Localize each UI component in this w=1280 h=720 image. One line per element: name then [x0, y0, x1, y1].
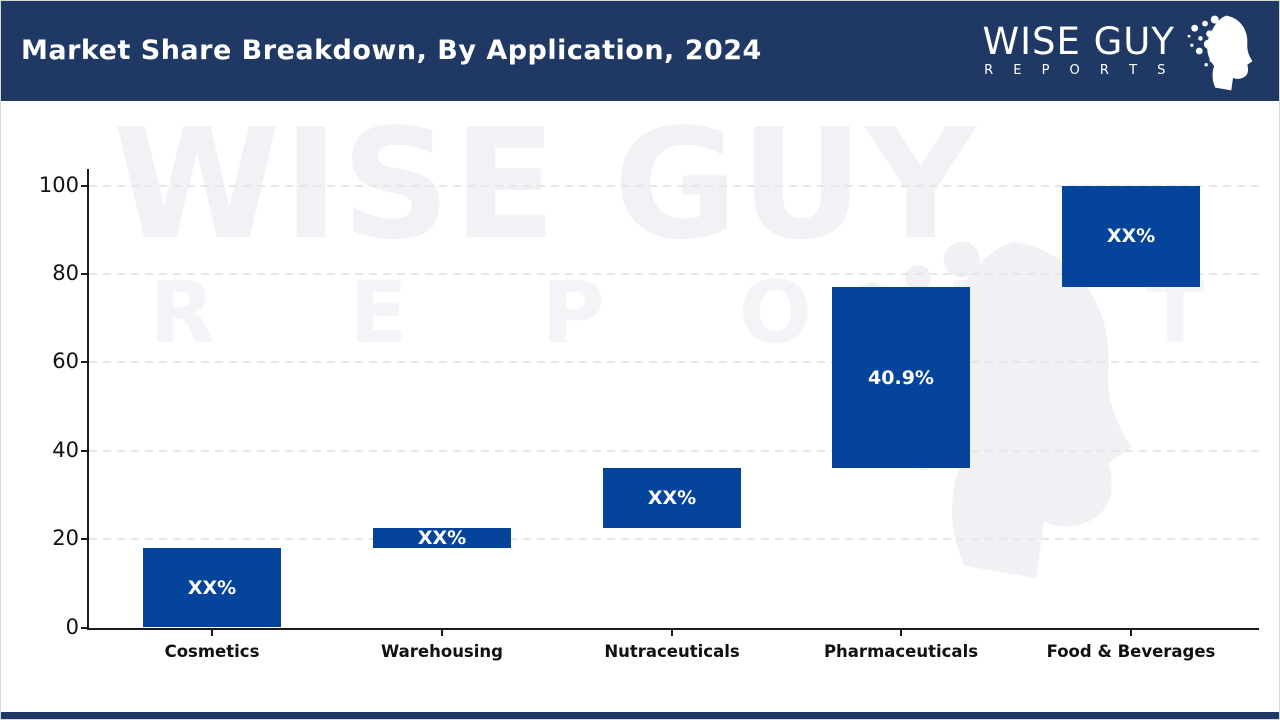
x-tick-mark	[1130, 629, 1132, 636]
x-tick-mark	[441, 629, 443, 636]
y-tick-label: 60	[52, 349, 79, 374]
bar-value-label: XX%	[187, 576, 237, 599]
y-tick-mark	[81, 272, 87, 275]
y-tick-mark	[81, 184, 87, 187]
logo-wordmark: WISE GUY	[982, 20, 1175, 63]
x-axis-line	[87, 627, 1259, 630]
y-tick-mark	[81, 626, 87, 629]
bar-value-label: XX%	[647, 487, 697, 510]
gridline	[89, 272, 1259, 275]
x-tick-mark	[211, 629, 213, 636]
y-tick-label: 80	[52, 260, 79, 285]
logo-subtitle: R E P O R T S	[984, 63, 1174, 78]
footer-bar	[1, 712, 1279, 719]
y-tick-mark	[81, 361, 87, 364]
x-tick-mark	[900, 629, 902, 636]
bar-value-label: 40.9%	[868, 366, 934, 389]
x-category-label: Food & Beverages	[1046, 641, 1216, 661]
dotted-head-icon	[1187, 15, 1253, 91]
y-tick-label: 20	[52, 526, 79, 551]
x-category-label: Pharmaceuticals	[823, 641, 979, 661]
gridline	[89, 184, 1259, 187]
bar: XX%	[1062, 185, 1200, 288]
y-tick-mark	[81, 538, 87, 541]
y-tick-label: 0	[65, 614, 79, 639]
x-category-label: Nutraceuticals	[604, 641, 740, 661]
y-axis-line	[87, 169, 89, 630]
header-bar: Market Share Breakdown, By Application, …	[1, 1, 1279, 101]
gridline	[89, 538, 1259, 541]
bar: XX%	[603, 468, 741, 529]
y-tick-label: 40	[52, 437, 79, 462]
wise-guy-reports-logo: WISE GUY R E P O R T S	[983, 9, 1263, 93]
bar: XX%	[373, 526, 511, 549]
gridline	[89, 361, 1259, 364]
bar-value-label: XX%	[417, 526, 467, 549]
plot-area: WISE GUY R E P O R T S 020406080100XX%Co…	[1, 96, 1279, 714]
y-tick-label: 100	[38, 172, 79, 197]
x-category-label: Cosmetics	[164, 641, 260, 661]
x-category-label: Warehousing	[381, 641, 503, 661]
logo-text: WISE GUY R E P O R T S	[982, 20, 1175, 79]
bar-value-label: XX%	[1106, 225, 1156, 248]
gridline	[89, 449, 1259, 452]
y-tick-mark	[81, 449, 87, 452]
bar: XX%	[143, 547, 281, 628]
bar: 40.9%	[832, 287, 970, 469]
x-tick-mark	[671, 629, 673, 636]
chart-title: Market Share Breakdown, By Application, …	[21, 35, 762, 66]
